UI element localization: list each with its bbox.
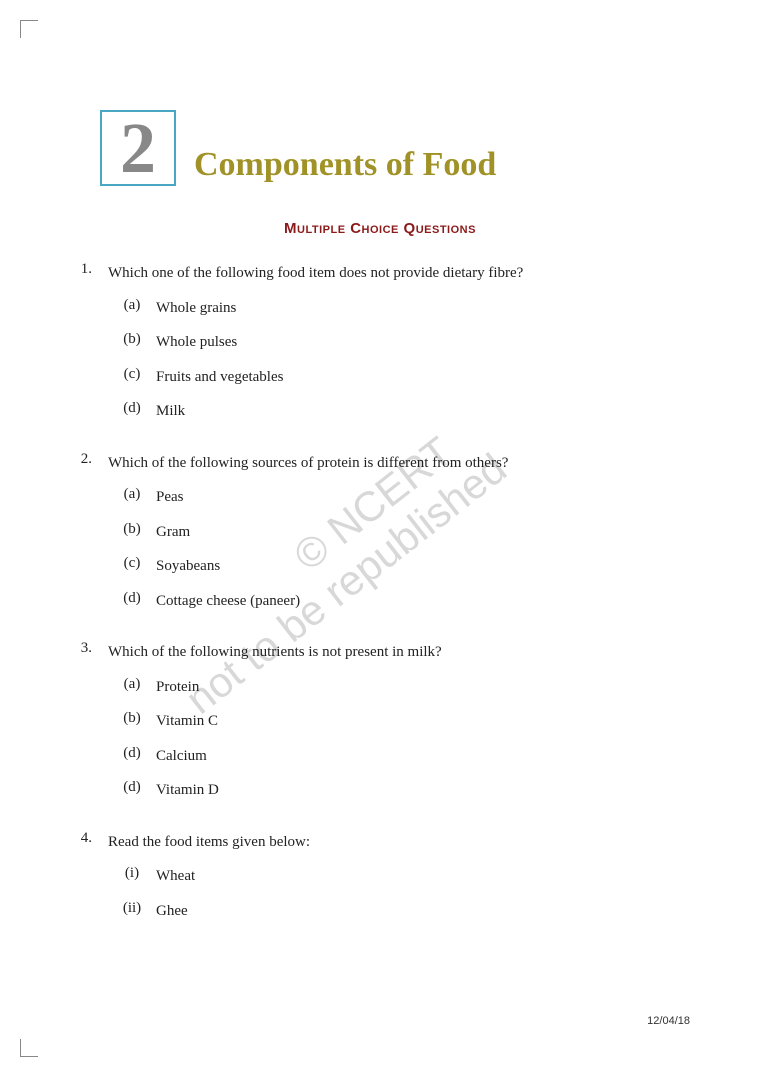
question: 3.Which of the following nutrients is no… (70, 640, 690, 802)
option-label: (a) (108, 676, 156, 693)
options: (a)Peas(b)Gram(c)Soyabeans(d)Cottage che… (108, 486, 690, 612)
option-label: (ii) (108, 900, 156, 917)
option-row: (d)Calcium (108, 745, 690, 768)
question-text: Which one of the following food item doe… (108, 261, 690, 287)
section-heading: Multiple Choice Questions (70, 220, 690, 237)
option-text: Vitamin D (156, 779, 219, 802)
question-number: 3. (70, 640, 108, 657)
option-text: Ghee (156, 900, 188, 923)
question-text: Read the food items given below: (108, 830, 690, 856)
question: 4.Read the food items given below: (i)Whe… (70, 830, 690, 923)
options: (a)Whole grains(b)Whole pulses(c)Fruits … (108, 297, 690, 423)
option-row: (i)Wheat (108, 865, 690, 888)
option-text: Cottage cheese (paneer) (156, 590, 300, 613)
footer-date: 12/04/18 (647, 1015, 690, 1027)
option-text: Gram (156, 521, 190, 544)
question-row: 2.Which of the following sources of prot… (70, 451, 690, 477)
option-label: (d) (108, 779, 156, 796)
question-text: Which of the following sources of protei… (108, 451, 690, 477)
question-number: 2. (70, 451, 108, 468)
question-number: 4. (70, 830, 108, 847)
questions-container: 1.Which one of the following food item d… (70, 261, 690, 922)
option-label: (d) (108, 590, 156, 607)
options: (a)Protein(b)Vitamin C(d)Calcium(d)Vitam… (108, 676, 690, 802)
question-number: 1. (70, 261, 108, 278)
option-row: (c)Soyabeans (108, 555, 690, 578)
option-row: (a)Whole grains (108, 297, 690, 320)
chapter-title: Components of Food (194, 146, 496, 192)
option-label: (b) (108, 710, 156, 727)
question-row: 1.Which one of the following food item d… (70, 261, 690, 287)
option-label: (b) (108, 331, 156, 348)
question-row: 3.Which of the following nutrients is no… (70, 640, 690, 666)
option-label: (i) (108, 865, 156, 882)
option-label: (d) (108, 400, 156, 417)
option-row: (b)Gram (108, 521, 690, 544)
option-text: Protein (156, 676, 199, 699)
option-text: Calcium (156, 745, 207, 768)
question-row: 4.Read the food items given below: (70, 830, 690, 856)
question-text: Which of the following nutrients is not … (108, 640, 690, 666)
option-text: Whole grains (156, 297, 236, 320)
chapter-header: 2 Components of Food (100, 110, 690, 192)
option-label: (a) (108, 297, 156, 314)
option-text: Soyabeans (156, 555, 220, 578)
option-text: Wheat (156, 865, 195, 888)
chapter-number-box: 2 (100, 110, 176, 186)
options: (i)Wheat(ii)Ghee (108, 865, 690, 922)
option-label: (a) (108, 486, 156, 503)
chapter-number: 2 (120, 112, 156, 184)
page-content: 2 Components of Food Multiple Choice Que… (0, 0, 780, 990)
option-row: (d)Cottage cheese (paneer) (108, 590, 690, 613)
option-label: (d) (108, 745, 156, 762)
option-row: (d)Vitamin D (108, 779, 690, 802)
option-label: (c) (108, 366, 156, 383)
option-text: Whole pulses (156, 331, 237, 354)
option-text: Vitamin C (156, 710, 218, 733)
option-row: (c)Fruits and vegetables (108, 366, 690, 389)
page-corner-bottom (20, 1039, 38, 1057)
option-row: (b)Whole pulses (108, 331, 690, 354)
option-text: Peas (156, 486, 184, 509)
question: 2.Which of the following sources of prot… (70, 451, 690, 613)
option-text: Milk (156, 400, 185, 423)
option-row: (a)Protein (108, 676, 690, 699)
option-row: (ii)Ghee (108, 900, 690, 923)
option-label: (b) (108, 521, 156, 538)
option-row: (a)Peas (108, 486, 690, 509)
question: 1.Which one of the following food item d… (70, 261, 690, 423)
option-text: Fruits and vegetables (156, 366, 283, 389)
option-row: (b)Vitamin C (108, 710, 690, 733)
option-row: (d)Milk (108, 400, 690, 423)
option-label: (c) (108, 555, 156, 572)
